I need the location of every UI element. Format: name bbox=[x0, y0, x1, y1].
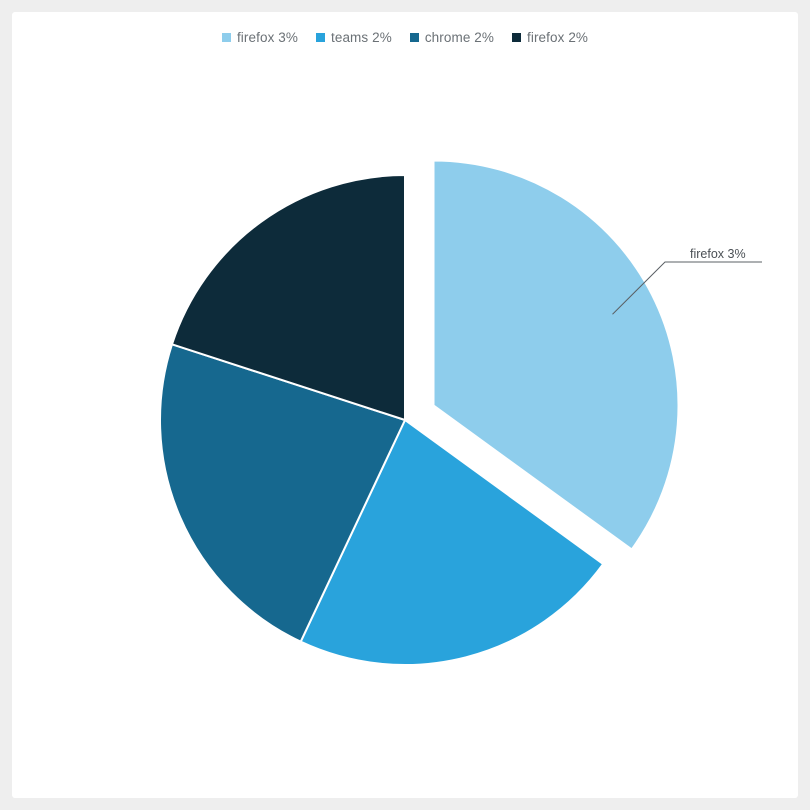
legend-swatch-teams-2-icon bbox=[315, 33, 325, 42]
pie-slice[interactable] bbox=[432, 159, 680, 551]
pie-slice[interactable] bbox=[170, 173, 406, 422]
chart-legend: firefox 3% teams 2% chrome 2% firefox 2% bbox=[0, 30, 810, 45]
pie-slice[interactable] bbox=[159, 343, 407, 644]
legend-label-3: firefox 2% bbox=[527, 30, 589, 45]
legend-label-1: teams 2% bbox=[330, 30, 392, 45]
pie-callout-group: firefox 3% bbox=[612, 247, 762, 315]
legend-label-0: firefox 3% bbox=[236, 30, 298, 45]
pie-slice-group bbox=[159, 159, 680, 666]
legend-label-2: chrome 2% bbox=[424, 30, 494, 45]
legend-item-1[interactable]: teams 2% bbox=[315, 30, 392, 45]
legend-item-2[interactable]: chrome 2% bbox=[409, 30, 494, 45]
legend-swatch-firefox-3-icon bbox=[221, 33, 231, 42]
legend-item-0[interactable]: firefox 3% bbox=[221, 30, 298, 45]
legend-item-3[interactable]: firefox 2% bbox=[512, 30, 588, 45]
pie-data-label: firefox 3% bbox=[690, 247, 746, 261]
legend-swatch-chrome-2-icon bbox=[409, 33, 419, 42]
legend-swatch-firefox-2-icon bbox=[512, 33, 521, 42]
callout-leader-line bbox=[612, 261, 762, 315]
